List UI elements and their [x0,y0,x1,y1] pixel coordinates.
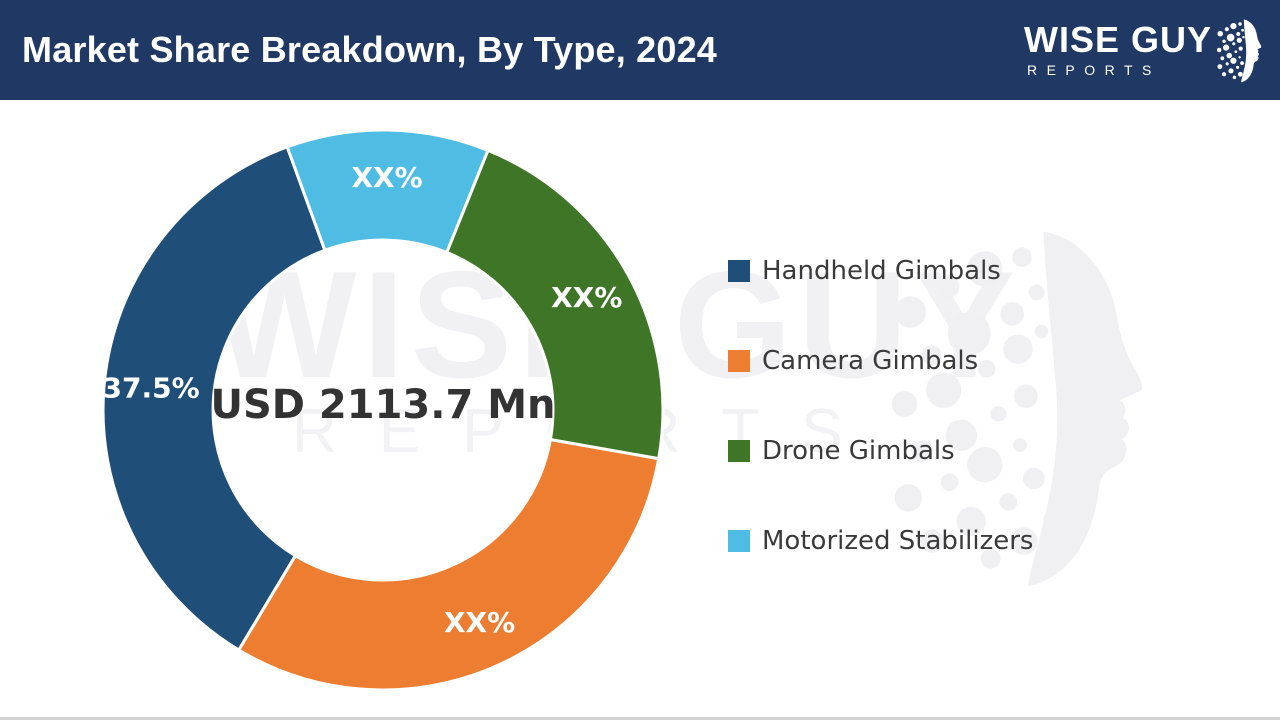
legend-label-drone-gimbals: Drone Gimbals [762,436,955,466]
legend-swatch-drone-gimbals [728,440,750,462]
chart-legend: Handheld Gimbals Camera Gimbals Drone Gi… [728,255,1033,615]
wiseguy-logo: WISE GUY REPORTS [1024,0,1266,100]
donut-segment-handheld-gimbals [101,145,327,652]
donut-segment-motorized-stabilizers [285,128,490,254]
header-bar: Market Share Breakdown, By Type, 2024 WI… [0,0,1280,100]
segment-value-label-handheld-gimbals: 37.5% [103,372,200,405]
logo-head-icon [1216,19,1262,83]
donut-segment-drone-gimbals [445,148,665,461]
legend-label-camera-gimbals: Camera Gimbals [762,346,979,376]
legend-item-camera-gimbals: Camera Gimbals [728,345,1033,377]
legend-item-motorized-stabilizers: Motorized Stabilizers [728,525,1033,557]
legend-swatch-handheld-gimbals [728,260,750,282]
chart-area: WISE GUY REPORTS 37.5%XX%XX%XX% USD 2113… [0,100,1280,717]
logo-text: WISE GUY REPORTS [1023,19,1212,79]
segment-value-label-drone-gimbals: XX% [551,281,622,314]
segment-value-label-motorized-stabilizers: XX% [351,161,422,194]
donut-chart: 37.5% XX% XX% XX% [101,128,665,692]
legend-label-handheld-gimbals: Handheld Gimbals [762,256,1001,286]
donut-segment-camera-gimbals [237,438,661,692]
legend-label-motorized-stabilizers: Motorized Stabilizers [762,526,1034,556]
segment-value-label-camera-gimbals: XX% [444,606,515,639]
logo-reports-wordmark: REPORTS [1026,62,1161,78]
donut-center-value: USD 2113.7 Mn [210,382,556,428]
page-title: Market Share Breakdown, By Type, 2024 [22,29,718,70]
logo-wiseguy-wordmark: WISE GUY [1023,19,1212,60]
legend-swatch-camera-gimbals [728,350,750,372]
legend-item-handheld-gimbals: Handheld Gimbals [728,255,1033,287]
legend-swatch-motorized-stabilizers [728,530,750,552]
legend-item-drone-gimbals: Drone Gimbals [728,435,1033,467]
